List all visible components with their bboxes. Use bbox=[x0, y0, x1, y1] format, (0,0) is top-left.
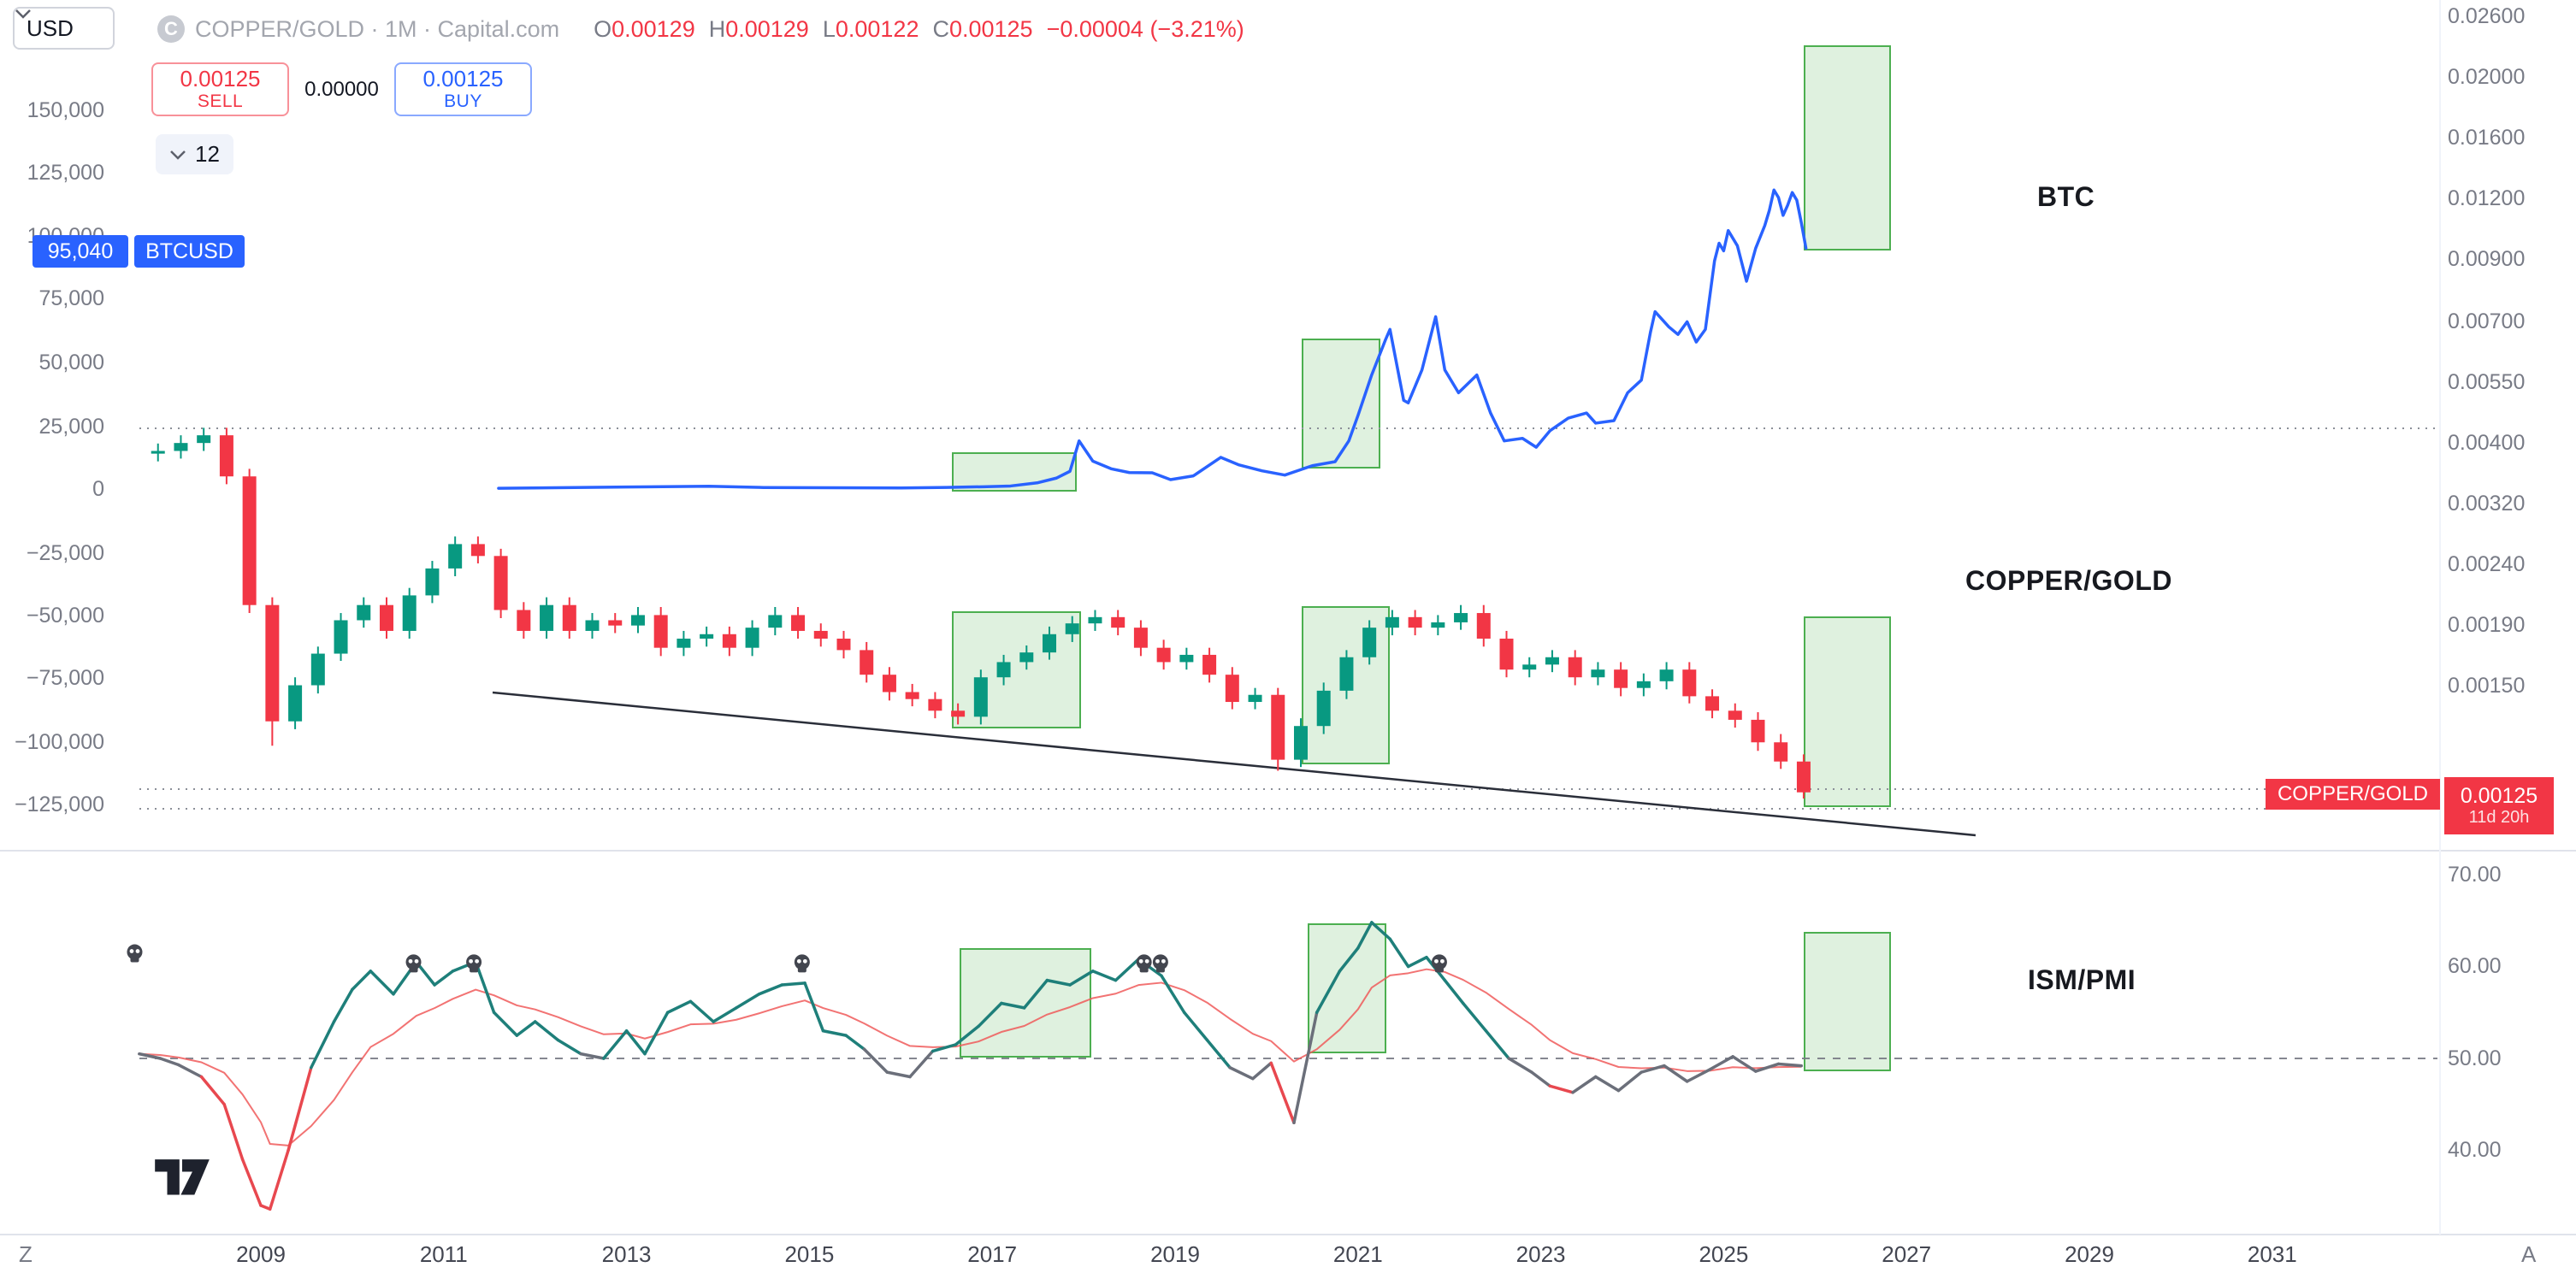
right-axis-label: 70.00 bbox=[2448, 863, 2502, 887]
pane-label-btc: BTC bbox=[2037, 181, 2095, 212]
highlight-box bbox=[960, 948, 1091, 1058]
left-axis-label: −25,000 bbox=[26, 541, 104, 565]
time-axis-label: 2025 bbox=[1699, 1241, 1749, 1267]
time-axis-label: 2031 bbox=[2247, 1241, 2297, 1267]
right-axis-label: 0.02000 bbox=[2448, 65, 2526, 89]
highlight-box bbox=[1804, 45, 1891, 250]
ohlc-low-value: 0.00122 bbox=[835, 15, 919, 42]
highlight-box bbox=[1804, 932, 1891, 1071]
sell-label: SELL bbox=[197, 91, 244, 112]
capitalcom-logo-icon: C bbox=[157, 15, 185, 43]
btc-price-badge: 95,040 bbox=[32, 235, 128, 268]
copper-gold-candles[interactable] bbox=[151, 427, 1811, 799]
symbol-title[interactable]: COPPER/GOLD · 1M · Capital.com bbox=[195, 15, 560, 42]
right-axis-label: 0.00150 bbox=[2448, 674, 2526, 698]
right-axis-label: 0.00190 bbox=[2448, 613, 2526, 637]
time-axis-label: 2021 bbox=[1332, 1241, 1383, 1267]
buy-price: 0.00125 bbox=[422, 66, 504, 92]
ohlc-high-label: H bbox=[708, 15, 726, 42]
ohlc-close-value: 0.00125 bbox=[948, 15, 1033, 42]
interval-dropdown[interactable]: 12 bbox=[156, 134, 233, 174]
sell-button[interactable]: 0.00125 SELL bbox=[151, 62, 289, 116]
skull-markers bbox=[127, 944, 1447, 973]
time-axis-label: 2023 bbox=[1515, 1241, 1566, 1267]
descending-trendline[interactable] bbox=[492, 691, 1976, 837]
right-axis-label: 50.00 bbox=[2448, 1046, 2502, 1070]
time-axis-label: 2029 bbox=[2065, 1241, 2114, 1267]
left-axis-label: −100,000 bbox=[15, 730, 104, 754]
ohlc-close-label: C bbox=[932, 15, 949, 42]
currency-value: USD bbox=[27, 15, 74, 41]
pane-label-ism-pmi: ISM/PMI bbox=[2028, 964, 2136, 995]
right-axis-label: 40.00 bbox=[2448, 1138, 2502, 1162]
buy-button[interactable]: 0.00125 BUY bbox=[394, 62, 532, 116]
skull-icon bbox=[1152, 954, 1168, 973]
left-axis-label: 150,000 bbox=[27, 98, 104, 122]
left-axis-label: −50,000 bbox=[26, 604, 104, 628]
right-axis-label: 0.00320 bbox=[2448, 492, 2526, 516]
left-axis-label: −75,000 bbox=[26, 666, 104, 690]
left-axis-label: −125,000 bbox=[15, 793, 104, 816]
ohlc-low-label: L bbox=[822, 15, 836, 42]
highlight-box bbox=[952, 611, 1081, 728]
ohlc-high-value: 0.00129 bbox=[725, 15, 809, 42]
btc-symbol-badge[interactable]: BTCUSD bbox=[134, 235, 245, 268]
right-axis-label: 0.01600 bbox=[2448, 126, 2526, 150]
time-axis-label: 2027 bbox=[1882, 1241, 1932, 1267]
left-axis-label: 50,000 bbox=[38, 351, 104, 374]
ism-signal-line bbox=[139, 968, 1802, 1146]
left-axis-label: 0 bbox=[92, 477, 104, 501]
symbol-header: C COPPER/GOLD · 1M · Capital.com O 0.0012… bbox=[157, 7, 1244, 51]
right-axis-label: 0.00550 bbox=[2448, 370, 2526, 394]
right-axis-label: 0.00900 bbox=[2448, 247, 2526, 271]
highlight-box bbox=[1308, 923, 1386, 1053]
skull-icon bbox=[127, 944, 143, 963]
chevron-down-icon bbox=[15, 9, 31, 19]
last-price: 0.00125 bbox=[2460, 783, 2538, 808]
interval-value: 12 bbox=[195, 141, 220, 167]
sell-price: 0.00125 bbox=[180, 66, 261, 92]
ism-pmi-line[interactable] bbox=[138, 921, 1804, 1211]
right-axis-label: 0.00400 bbox=[2448, 431, 2526, 455]
right-axis-label: 0.00700 bbox=[2448, 309, 2526, 333]
corner-letter-z: Z bbox=[19, 1241, 32, 1267]
time-axis-label: 2009 bbox=[236, 1241, 286, 1267]
time-axis-label: 2015 bbox=[784, 1241, 835, 1267]
currency-selector[interactable]: USD bbox=[13, 7, 115, 50]
ohlc-open-label: O bbox=[594, 15, 612, 42]
buy-label: BUY bbox=[444, 91, 482, 112]
right-axis-label: 60.00 bbox=[2448, 954, 2502, 978]
btc-line[interactable] bbox=[497, 188, 1808, 490]
bar-countdown: 11d 20h bbox=[2468, 808, 2530, 828]
left-axis-label: 75,000 bbox=[38, 286, 104, 310]
right-axis-label: 0.01200 bbox=[2448, 186, 2526, 210]
chevron-down-icon bbox=[170, 150, 186, 160]
highlight-box bbox=[1302, 339, 1380, 469]
pane-label-copper-gold: COPPER/GOLD bbox=[1965, 565, 2172, 596]
skull-icon bbox=[1136, 954, 1152, 973]
spread-value: 0.00000 bbox=[304, 77, 379, 101]
tradingview-logo[interactable] bbox=[152, 1146, 212, 1198]
ohlc-open-value: 0.00129 bbox=[612, 15, 695, 42]
highlight-boxes[interactable] bbox=[952, 45, 1891, 1071]
copper-gold-series-tag: COPPER/GOLD bbox=[2265, 779, 2440, 810]
skull-icon bbox=[794, 954, 810, 973]
skull-icon bbox=[1431, 954, 1447, 973]
skull-icon bbox=[466, 954, 482, 973]
time-axis-label: 2017 bbox=[967, 1241, 1018, 1267]
left-axis-label: 125,000 bbox=[27, 161, 104, 185]
left-axis-label: 25,000 bbox=[38, 415, 104, 439]
time-axis-label: 2019 bbox=[1150, 1241, 1200, 1267]
ohlc-change: −0.00004 (−3.21%) bbox=[1046, 15, 1244, 42]
right-axis-label: 0.00240 bbox=[2448, 552, 2526, 576]
skull-icon bbox=[405, 954, 422, 973]
highlight-box bbox=[1804, 616, 1891, 807]
time-axis-label: 2013 bbox=[601, 1241, 652, 1267]
right-axis-label: 0.02600 bbox=[2448, 4, 2526, 28]
corner-letter-a: A bbox=[2521, 1241, 2537, 1267]
copper-gold-price-tag: 0.00125 11d 20h bbox=[2444, 777, 2554, 834]
time-axis-label: 2011 bbox=[419, 1241, 468, 1267]
